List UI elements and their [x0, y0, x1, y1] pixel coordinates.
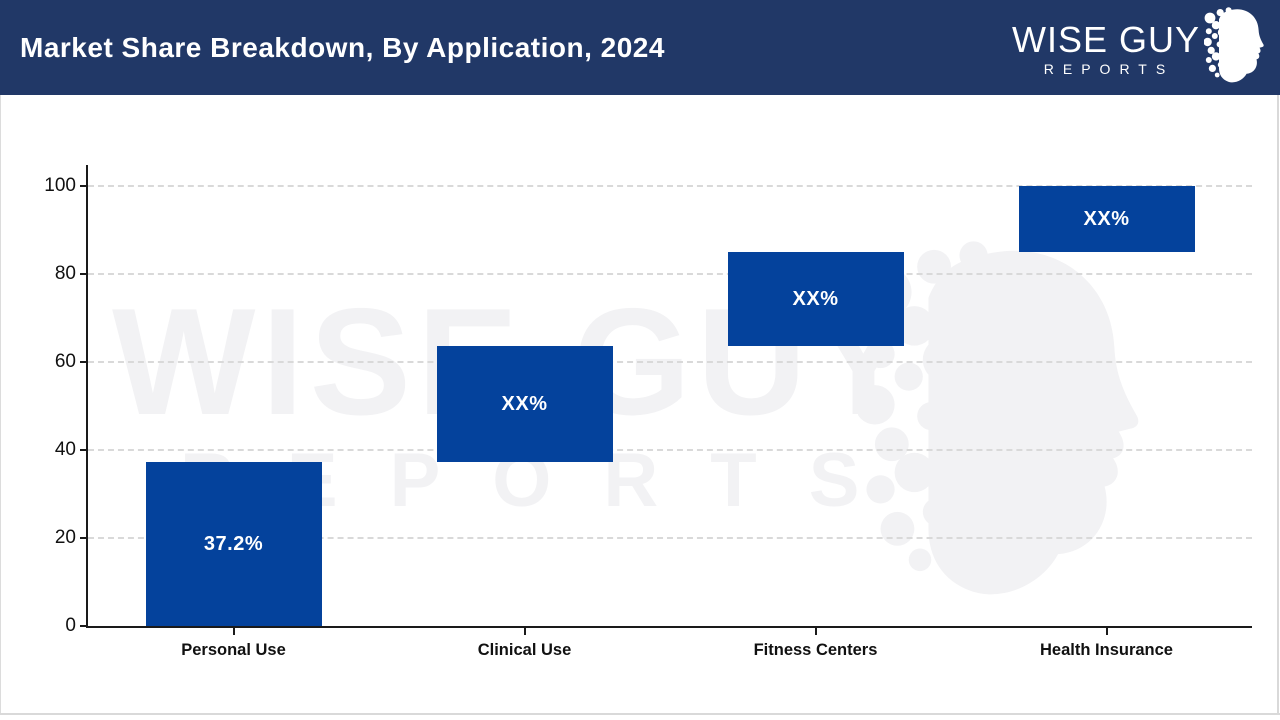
bar-value-label-clinical-use: XX%: [501, 392, 548, 415]
y-axis-spine: [86, 165, 88, 628]
x-tick-mark-health-insurance: [1105, 628, 1108, 635]
brand-subtitle-text: REPORTS: [1043, 60, 1175, 77]
brand-name-text: WISE GUY: [1011, 18, 1200, 60]
bar-clinical-use: XX%: [436, 346, 613, 463]
y-tick-mark-80: [80, 273, 88, 275]
y-tick-mark-100: [80, 185, 88, 187]
x-axis-label-personal-use: Personal Use: [181, 641, 286, 659]
watermark-head-icon: [858, 241, 1139, 595]
bar-value-label-fitness-centers: XX%: [792, 287, 839, 310]
y-tick-label-100: 100: [44, 175, 76, 196]
x-axis-label-clinical-use: Clinical Use: [477, 641, 572, 659]
x-tick-mark-fitness-centers: [814, 628, 817, 635]
gridline-60: [88, 361, 1252, 363]
gridline-80: [88, 273, 1252, 275]
brand-head-icon: [1204, 7, 1264, 83]
gridline-40: [88, 449, 1252, 451]
y-tick-label-40: 40: [54, 439, 76, 460]
y-tick-mark-40: [80, 449, 88, 451]
x-tick-mark-personal-use: [232, 628, 235, 635]
x-axis-spine: [86, 626, 1252, 628]
y-tick-mark-60: [80, 361, 88, 363]
y-tick-label-60: 60: [54, 351, 76, 372]
y-tick-label-80: 80: [54, 263, 76, 284]
bar-value-label-personal-use: 37.2%: [203, 532, 264, 555]
x-axis-label-health-insurance: Health Insurance: [1040, 641, 1173, 659]
y-tick-mark-20: [80, 537, 88, 539]
x-tick-mark-clinical-use: [523, 628, 526, 635]
bar-personal-use: 37.2%: [145, 462, 322, 626]
gridline-100: [88, 185, 1252, 187]
bar-fitness-centers: XX%: [727, 252, 904, 347]
header-bar: Market Share Breakdown, By Application, …: [0, 0, 1280, 95]
gridline-20: [88, 537, 1252, 539]
y-tick-label-20: 20: [54, 527, 76, 548]
x-axis-label-fitness-centers: Fitness Centers: [753, 641, 878, 659]
bottom-divider: [0, 713, 1280, 715]
page-title: Market Share Breakdown, By Application, …: [20, 31, 665, 63]
bar-value-label-health-insurance: XX%: [1083, 207, 1130, 230]
brand-wordmark: WISE GUY REPORTS: [1011, 18, 1200, 77]
bar-health-insurance: XX%: [1018, 186, 1195, 252]
y-tick-label-0: 0: [65, 615, 76, 636]
y-tick-mark-0: [80, 625, 88, 627]
brand-logo: WISE GUY REPORTS: [1012, 4, 1270, 92]
